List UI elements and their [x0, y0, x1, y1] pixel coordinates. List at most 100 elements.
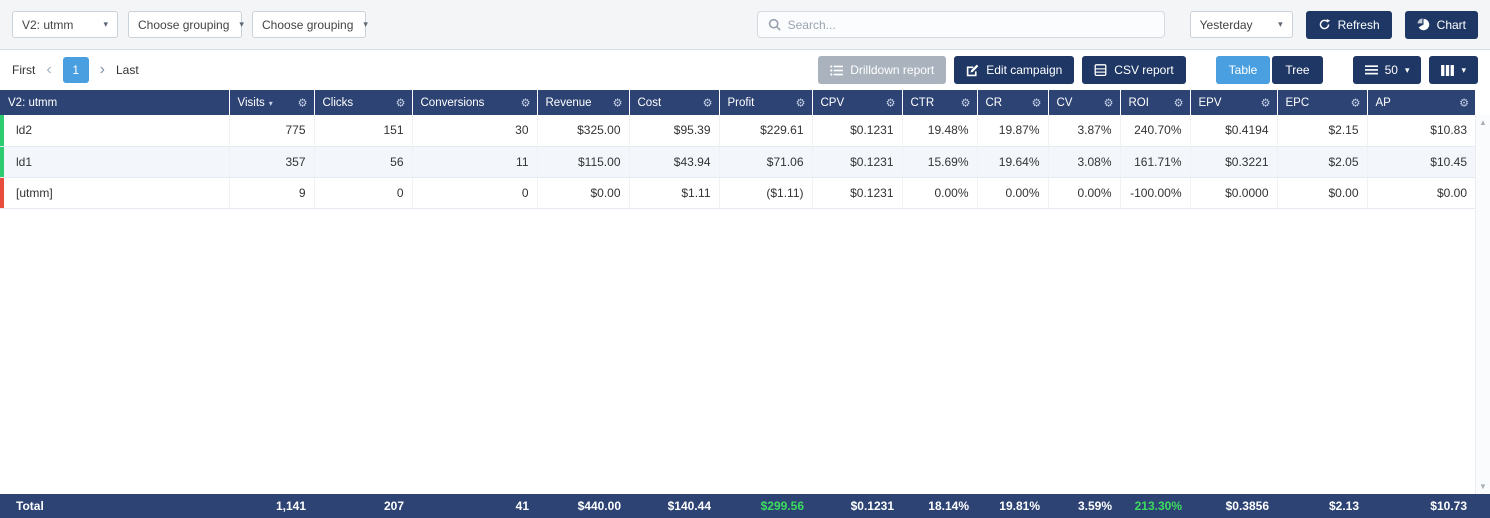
gear-icon[interactable]: ⚙: [1260, 97, 1271, 109]
gear-icon[interactable]: ⚙: [520, 97, 531, 109]
page-number-button[interactable]: 1: [62, 57, 89, 83]
cell-ctr: 0.00%: [902, 177, 978, 209]
gear-icon[interactable]: ⚙: [1350, 97, 1361, 109]
col-header-cost[interactable]: Cost ⚙: [629, 90, 720, 115]
cell-cost: $1.11: [629, 177, 720, 209]
chevron-right-icon[interactable]: ›: [99, 61, 105, 78]
total-visits: 1,141: [275, 499, 306, 513]
total-conversions: 41: [515, 499, 529, 513]
pagination-first[interactable]: First: [12, 63, 36, 77]
hamburger-icon: [1364, 65, 1378, 75]
cell-clicks: 0: [314, 177, 413, 209]
cell-profit: ($1.11): [719, 177, 813, 209]
col-header-conversions[interactable]: Conversions ⚙: [412, 90, 538, 115]
csv-report-label: CSV report: [1114, 63, 1174, 77]
csv-report-button[interactable]: CSV report: [1082, 56, 1186, 84]
gear-icon[interactable]: ⚙: [1031, 97, 1042, 109]
gear-icon[interactable]: ⚙: [612, 97, 623, 109]
row-name: [utmm]: [16, 185, 53, 200]
pagination-last[interactable]: Last: [115, 63, 139, 77]
col-header-profit[interactable]: Profit ⚙: [719, 90, 813, 115]
scroll-up-icon[interactable]: ▲: [1479, 118, 1487, 127]
search-input[interactable]: [787, 17, 1154, 32]
tree-view-button[interactable]: Tree: [1272, 56, 1323, 84]
cell-cost: $43.94: [629, 146, 720, 178]
cell-visits: 357: [229, 146, 315, 178]
grouping-select-1[interactable]: Choose grouping ▾: [128, 11, 244, 38]
gear-icon[interactable]: ⚙: [702, 97, 713, 109]
col-header-cpv[interactable]: CPV ⚙: [812, 90, 903, 115]
date-range-select[interactable]: Yesterday ▾: [1189, 11, 1293, 38]
campaign-select[interactable]: V2: utmm ▾: [12, 11, 118, 38]
gear-icon[interactable]: ⚙: [1459, 97, 1469, 109]
chevron-left-icon[interactable]: ‹: [46, 61, 52, 78]
total-ap: $10.73: [1430, 499, 1467, 513]
col-header-clicks[interactable]: Clicks ⚙: [314, 90, 413, 115]
cell-clicks: 151: [314, 115, 413, 147]
cell-roi: 161.71%: [1120, 146, 1191, 178]
col-header-visits[interactable]: Visits ▾ ⚙: [229, 90, 315, 115]
pie-chart-icon: [1417, 18, 1430, 31]
gear-icon[interactable]: ⚙: [960, 97, 971, 109]
total-cpv: $0.1231: [850, 499, 894, 513]
edit-campaign-button[interactable]: Edit campaign: [954, 56, 1075, 84]
total-clicks: 207: [383, 499, 404, 513]
cell-profit: $229.61: [719, 115, 813, 147]
pagination: First ‹ 1 › Last: [12, 57, 139, 83]
cell-conversions: 11: [412, 146, 538, 178]
total-cr: 19.81%: [999, 499, 1040, 513]
cell-cost: $95.39: [629, 115, 720, 147]
total-ctr: 18.14%: [928, 499, 969, 513]
table-row[interactable]: ld1 357 56 11 $115.00 $43.94 $71.06 $0.1…: [0, 146, 1475, 178]
gear-icon[interactable]: ⚙: [795, 97, 806, 109]
chart-button-label: Chart: [1436, 17, 1466, 32]
col-header-cv[interactable]: CV ⚙: [1048, 90, 1121, 115]
chevron-down-icon: ▾: [1278, 19, 1283, 29]
cell-ctr: 19.48%: [902, 115, 978, 147]
cell-cv: 3.08%: [1048, 146, 1121, 178]
cell-ctr: 15.69%: [902, 146, 978, 178]
gear-icon[interactable]: ⚙: [1103, 97, 1114, 109]
chart-button[interactable]: Chart: [1404, 10, 1478, 39]
columns-button[interactable]: ▾: [1429, 56, 1478, 84]
cell-clicks: 56: [314, 146, 413, 178]
grouping-select-2[interactable]: Choose grouping ▾: [252, 11, 368, 38]
table-row[interactable]: [utmm] 9 0 0 $0.00 $1.11 ($1.11) $0.1231…: [0, 177, 1475, 209]
col-header-roi[interactable]: ROI ⚙: [1120, 90, 1191, 115]
total-cv: 3.59%: [1077, 499, 1112, 513]
list-icon: [830, 64, 844, 76]
grouping-select-2-value: Choose grouping: [262, 17, 354, 32]
col-header-ctr[interactable]: CTR ⚙: [902, 90, 978, 115]
drilldown-report-button[interactable]: Drilldown report: [818, 56, 947, 84]
table-view-button[interactable]: Table: [1215, 56, 1271, 84]
chevron-down-icon: ▾: [239, 19, 244, 29]
gear-icon[interactable]: ⚙: [297, 97, 308, 109]
edit-campaign-label: Edit campaign: [986, 63, 1063, 77]
col-header-ap[interactable]: AP ⚙: [1367, 90, 1475, 115]
col-header-revenue[interactable]: Revenue ⚙: [537, 90, 630, 115]
refresh-button[interactable]: Refresh: [1305, 10, 1392, 39]
total-roi: 213.30%: [1134, 499, 1182, 513]
vertical-scrollbar[interactable]: ▲ ▼: [1475, 115, 1490, 494]
cell-epc: $2.05: [1277, 146, 1368, 178]
table-row[interactable]: ld2 775 151 30 $325.00 $95.39 $229.61 $0…: [0, 115, 1475, 147]
gear-icon[interactable]: ⚙: [885, 97, 896, 109]
total-profit: $299.56: [760, 499, 804, 513]
refresh-button-label: Refresh: [1337, 17, 1380, 32]
tree-view-label: Tree: [1285, 63, 1310, 77]
col-header-campaign[interactable]: V2: utmm: [0, 90, 230, 115]
col-header-epv[interactable]: EPV ⚙: [1190, 90, 1278, 115]
gear-icon[interactable]: ⚙: [1173, 97, 1184, 109]
col-header-epc[interactable]: EPC ⚙: [1277, 90, 1368, 115]
chevron-down-icon: ▾: [103, 19, 108, 29]
col-header-cr[interactable]: CR ⚙: [977, 90, 1049, 115]
total-revenue: $440.00: [577, 499, 621, 513]
total-bar: Total 1,141 207 41 $440.00 $140.44 $299.…: [0, 494, 1490, 518]
page-size-button[interactable]: 50 ▾: [1352, 56, 1422, 84]
edit-icon: [966, 64, 979, 77]
cell-ap: $10.45: [1367, 146, 1475, 178]
scroll-down-icon[interactable]: ▼: [1479, 482, 1487, 491]
cell-conversions: 0: [412, 177, 538, 209]
gear-icon[interactable]: ⚙: [395, 97, 406, 109]
